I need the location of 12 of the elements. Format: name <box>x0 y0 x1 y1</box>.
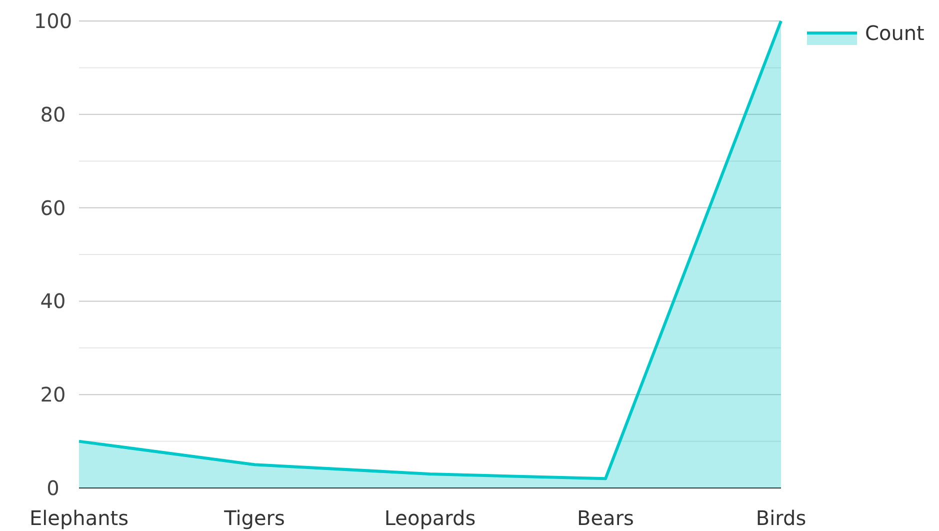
x-tick-label: Elephants <box>29 506 129 530</box>
y-tick-label: 40 <box>40 289 66 314</box>
y-tick-label: 0 <box>46 476 60 500</box>
x-tick-label: Bears <box>577 506 634 530</box>
legend-label: Count <box>865 21 925 45</box>
y-tick-label: 80 <box>40 102 66 126</box>
x-tick-label: Birds <box>756 506 806 530</box>
x-tick-label: Leopards <box>384 506 476 530</box>
y-tick-label: 100 <box>34 9 72 33</box>
y-tick-label: 60 <box>40 196 66 220</box>
y-tick-label: 20 <box>40 382 66 407</box>
x-tick-label: Tigers <box>223 506 285 530</box>
